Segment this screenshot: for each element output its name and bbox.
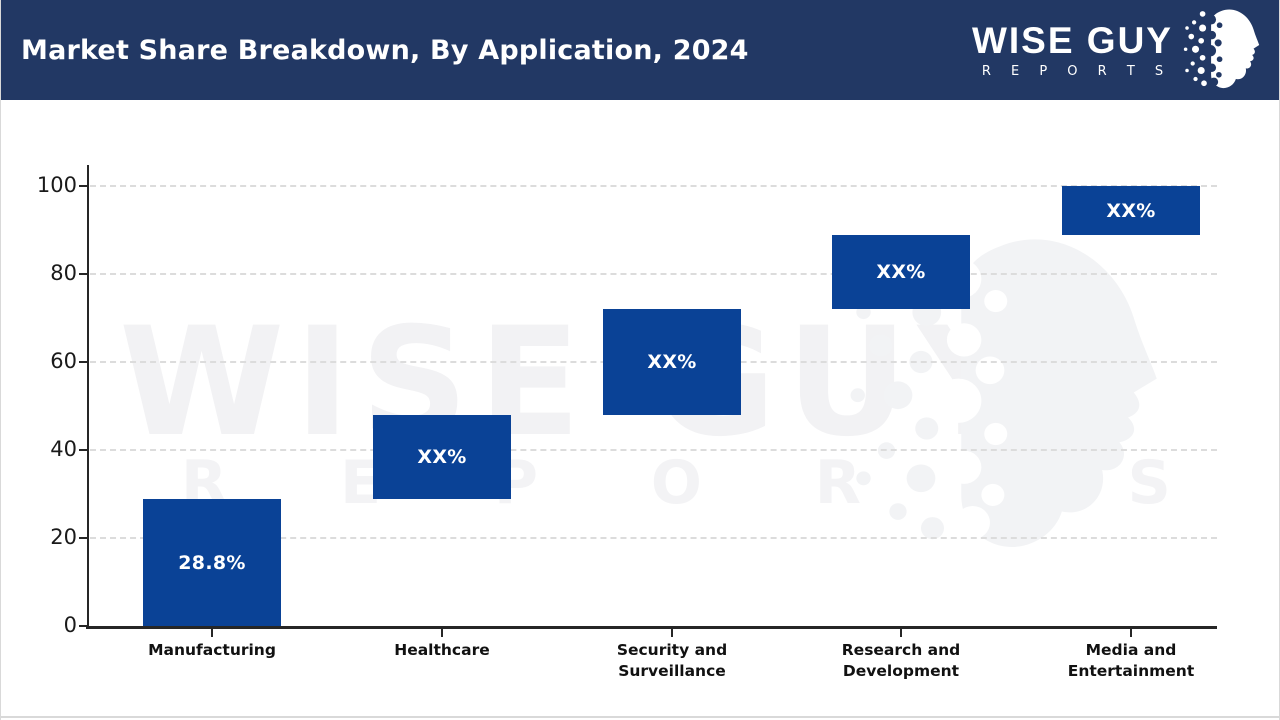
category-label-0: Manufacturing [148,641,276,659]
bar-security-and-surveillance: XX% [603,309,741,415]
y-axis-tick-80 [79,273,88,275]
x-axis-tick-1 [441,629,443,637]
gridline-y-40 [90,449,1217,451]
bar-value-label: XX% [417,446,467,469]
bar-value-label: 28.8% [178,551,246,574]
bar-manufacturing: 28.8% [143,499,281,626]
logo-wise-guy-text: WISE GUY [971,20,1173,61]
bar-media-and-entertainment: XX% [1062,186,1200,236]
category-label-2: Security and Surveillance [616,641,728,680]
chart-title: Market Share Breakdown, By Application, … [21,34,749,66]
y-axis-tick-label-20: 20 [50,525,77,549]
watermark-wise-guy: WISE GUY [119,296,1037,470]
plot-area: WISE GUY R E P O R T S 0 20 40 60 80 100 28.8%… [1,100,1279,720]
x-axis-tick-4 [1130,629,1132,637]
header-banner: Market Share Breakdown, By Application, … [1,0,1279,100]
wise-guy-reports-logo: WISE GUY R E P O R T S [972,4,1267,96]
y-axis-tick-20 [79,537,88,539]
bar-value-label: XX% [1106,199,1156,222]
logo-reports-text: R E P O R T S [981,64,1172,79]
category-label-4: Media and Entertainment [1067,641,1195,680]
bar-healthcare: XX% [373,414,511,500]
x-axis-tick-0 [211,629,213,637]
gridline-y-80 [90,273,1217,275]
y-axis-tick-label-40: 40 [50,437,77,461]
x-axis-tick-2 [671,629,673,637]
category-label-1: Healthcare [394,641,490,659]
y-axis-tick-label-60: 60 [50,349,77,373]
y-axis-tick-0 [79,625,88,627]
y-axis-tick-100 [79,185,88,187]
bar-value-label: XX% [647,350,697,373]
y-axis-tick-40 [79,449,88,451]
logo-wordmark: WISE GUY R E P O R T S [972,22,1173,78]
y-axis-tick-60 [79,361,88,363]
gridline-y-100 [90,185,1217,187]
bar-value-label: XX% [876,261,926,284]
bottom-border-line [1,716,1279,718]
gridline-y-20 [90,537,1217,539]
x-axis-tick-3 [900,629,902,637]
x-axis-spine [86,626,1217,629]
dotted-head-profile-icon [1183,9,1260,89]
y-axis-tick-label-0: 0 [63,613,77,637]
y-axis-tick-label-80: 80 [50,261,77,285]
bar-research-and-development: XX% [832,235,970,310]
y-axis-spine [87,165,89,629]
y-axis-tick-label-100: 100 [36,173,77,197]
category-label-3: Research and Development [841,641,961,680]
